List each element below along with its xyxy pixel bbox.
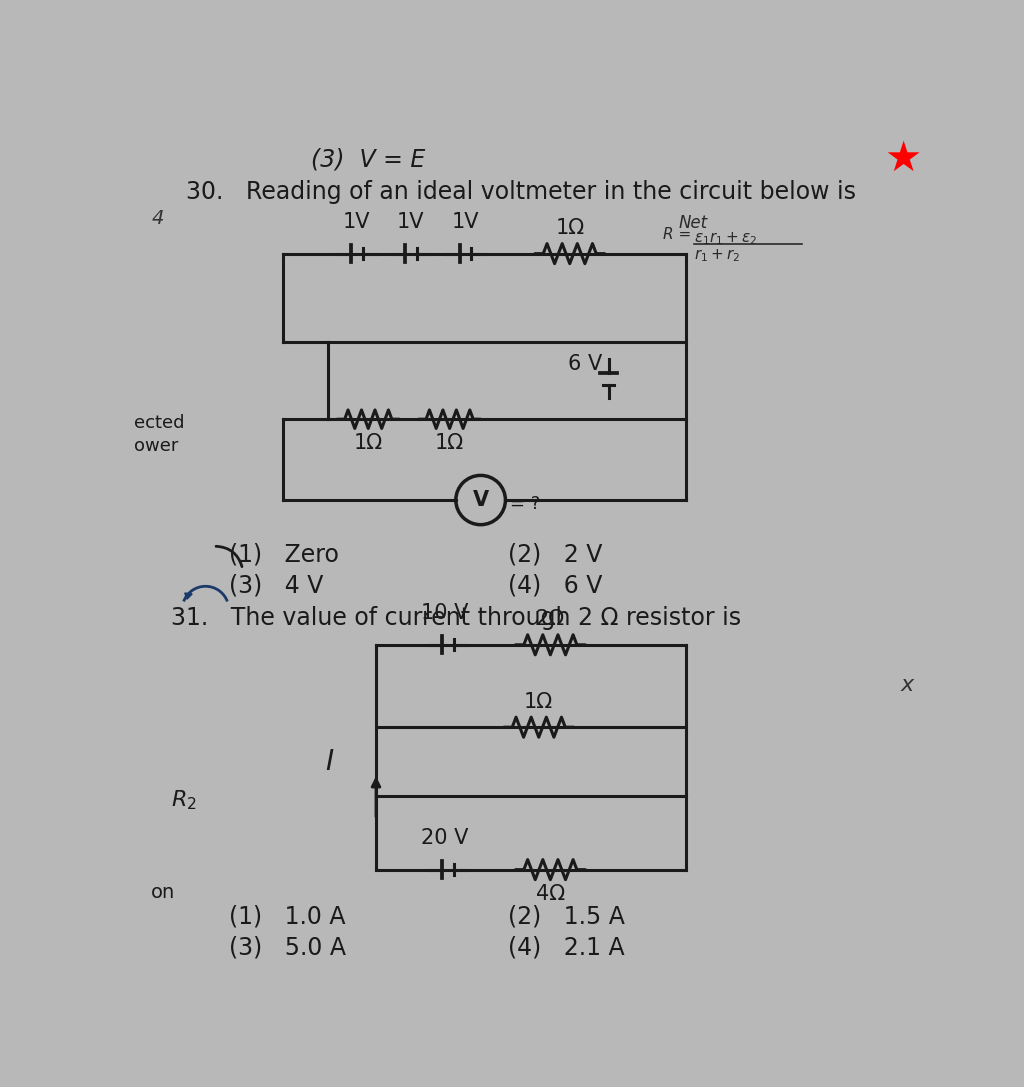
Text: (3)   4 V: (3) 4 V	[228, 573, 324, 597]
Text: on: on	[152, 884, 175, 902]
Text: 4Ω: 4Ω	[536, 884, 565, 903]
Text: x: x	[900, 675, 913, 695]
Text: 1V: 1V	[452, 212, 479, 233]
Text: ected: ected	[134, 414, 184, 432]
Text: (3)  V = E: (3) V = E	[311, 148, 425, 172]
Text: 30.   Reading of an ideal voltmeter in the circuit below is: 30. Reading of an ideal voltmeter in the…	[186, 180, 856, 204]
Text: (3)   5.0 A: (3) 5.0 A	[228, 935, 346, 959]
Text: $\varepsilon_1 r_1 + \varepsilon_2$: $\varepsilon_1 r_1 + \varepsilon_2$	[693, 230, 758, 247]
Text: (4)   2.1 A: (4) 2.1 A	[508, 935, 625, 959]
Text: 1Ω: 1Ω	[353, 433, 383, 453]
Text: 1V: 1V	[397, 212, 425, 233]
Text: 1Ω: 1Ω	[555, 218, 585, 238]
Text: 20 V: 20 V	[421, 828, 468, 848]
Text: R =: R =	[663, 227, 691, 241]
Text: 4: 4	[152, 210, 164, 228]
Text: 6 V: 6 V	[568, 353, 602, 374]
Text: 31.   The value of current through 2 Ω resistor is: 31. The value of current through 2 Ω res…	[171, 607, 740, 630]
Text: ower: ower	[134, 437, 178, 455]
Text: 1V: 1V	[343, 212, 371, 233]
Text: V: V	[472, 490, 488, 510]
Text: = ?: = ?	[510, 495, 541, 513]
Text: $R_2$: $R_2$	[171, 788, 197, 812]
Text: 1Ω: 1Ω	[435, 433, 464, 453]
Text: (2)   1.5 A: (2) 1.5 A	[508, 904, 625, 928]
Text: 2Ω: 2Ω	[536, 610, 565, 629]
Text: 1Ω: 1Ω	[524, 691, 553, 712]
Text: (1)   1.0 A: (1) 1.0 A	[228, 904, 345, 928]
Text: (1)   Zero: (1) Zero	[228, 542, 339, 566]
Text: $r_1 + r_2$: $r_1 + r_2$	[693, 248, 740, 264]
Text: 10 V: 10 V	[421, 603, 468, 623]
Text: (4)   6 V: (4) 6 V	[508, 573, 602, 597]
Text: ★: ★	[885, 138, 922, 180]
Text: (2)   2 V: (2) 2 V	[508, 542, 602, 566]
Text: Net: Net	[678, 214, 708, 232]
Text: I: I	[326, 748, 334, 776]
